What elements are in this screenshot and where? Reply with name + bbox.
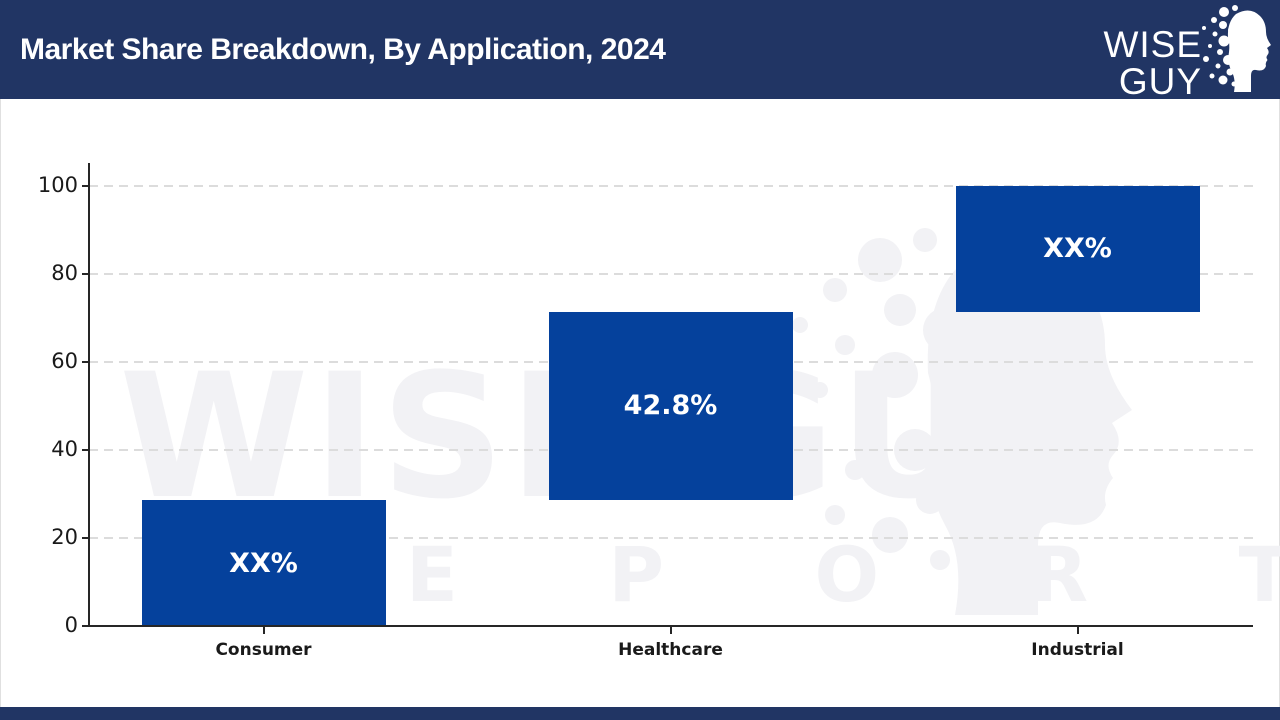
x-tick-healthcare	[669, 627, 672, 634]
y-tick-label-80: 80	[51, 261, 78, 285]
gridline-y80	[89, 273, 1258, 275]
logo-face-icon	[1202, 5, 1271, 93]
logo-brand-subtitle: REPORTS	[1077, 103, 1211, 119]
bar-healthcare: 42.8%	[548, 311, 793, 501]
y-tick-0	[82, 625, 89, 627]
gridline-y20	[89, 537, 1258, 539]
x-category-label-industrial: Industrial	[1031, 640, 1124, 660]
y-tick-60	[82, 361, 89, 363]
y-tick-80	[82, 273, 89, 275]
bar-value-label-healthcare: 42.8%	[623, 390, 718, 422]
y-tick-label-20: 20	[51, 525, 78, 549]
x-tick-consumer	[262, 627, 265, 634]
bar-consumer: XX%	[141, 500, 386, 626]
y-tick-label-0: 0	[64, 613, 78, 637]
header-bar: Market Share Breakdown, By Application, …	[0, 0, 1280, 119]
bar-industrial: XX%	[955, 186, 1200, 312]
logo-text: WISE GUY REPORTS	[1020, 26, 1202, 119]
y-tick-40	[82, 449, 89, 451]
x-category-label-healthcare: Healthcare	[618, 640, 723, 660]
y-tick-label-100: 100	[37, 173, 78, 197]
y-axis-line	[88, 163, 90, 627]
gridline-y100	[89, 185, 1258, 187]
y-tick-100	[82, 185, 89, 187]
x-tick-industrial	[1076, 627, 1079, 634]
bar-value-label-consumer: XX%	[229, 547, 298, 579]
x-category-label-consumer: Consumer	[215, 640, 312, 660]
y-tick-label-40: 40	[51, 437, 78, 461]
x-axis-line	[88, 625, 1253, 627]
y-tick-label-60: 60	[51, 349, 78, 373]
wiseguy-logo: WISE GUY REPORTS	[1020, 4, 1271, 119]
footer-bar	[0, 707, 1280, 720]
watermark-face-icon	[792, 228, 1132, 615]
page-title: Market Share Breakdown, By Application, …	[20, 32, 666, 66]
logo-brand-name: WISE GUY	[1103, 24, 1202, 102]
y-tick-20	[82, 537, 89, 539]
bar-value-label-industrial: XX%	[1043, 233, 1112, 265]
